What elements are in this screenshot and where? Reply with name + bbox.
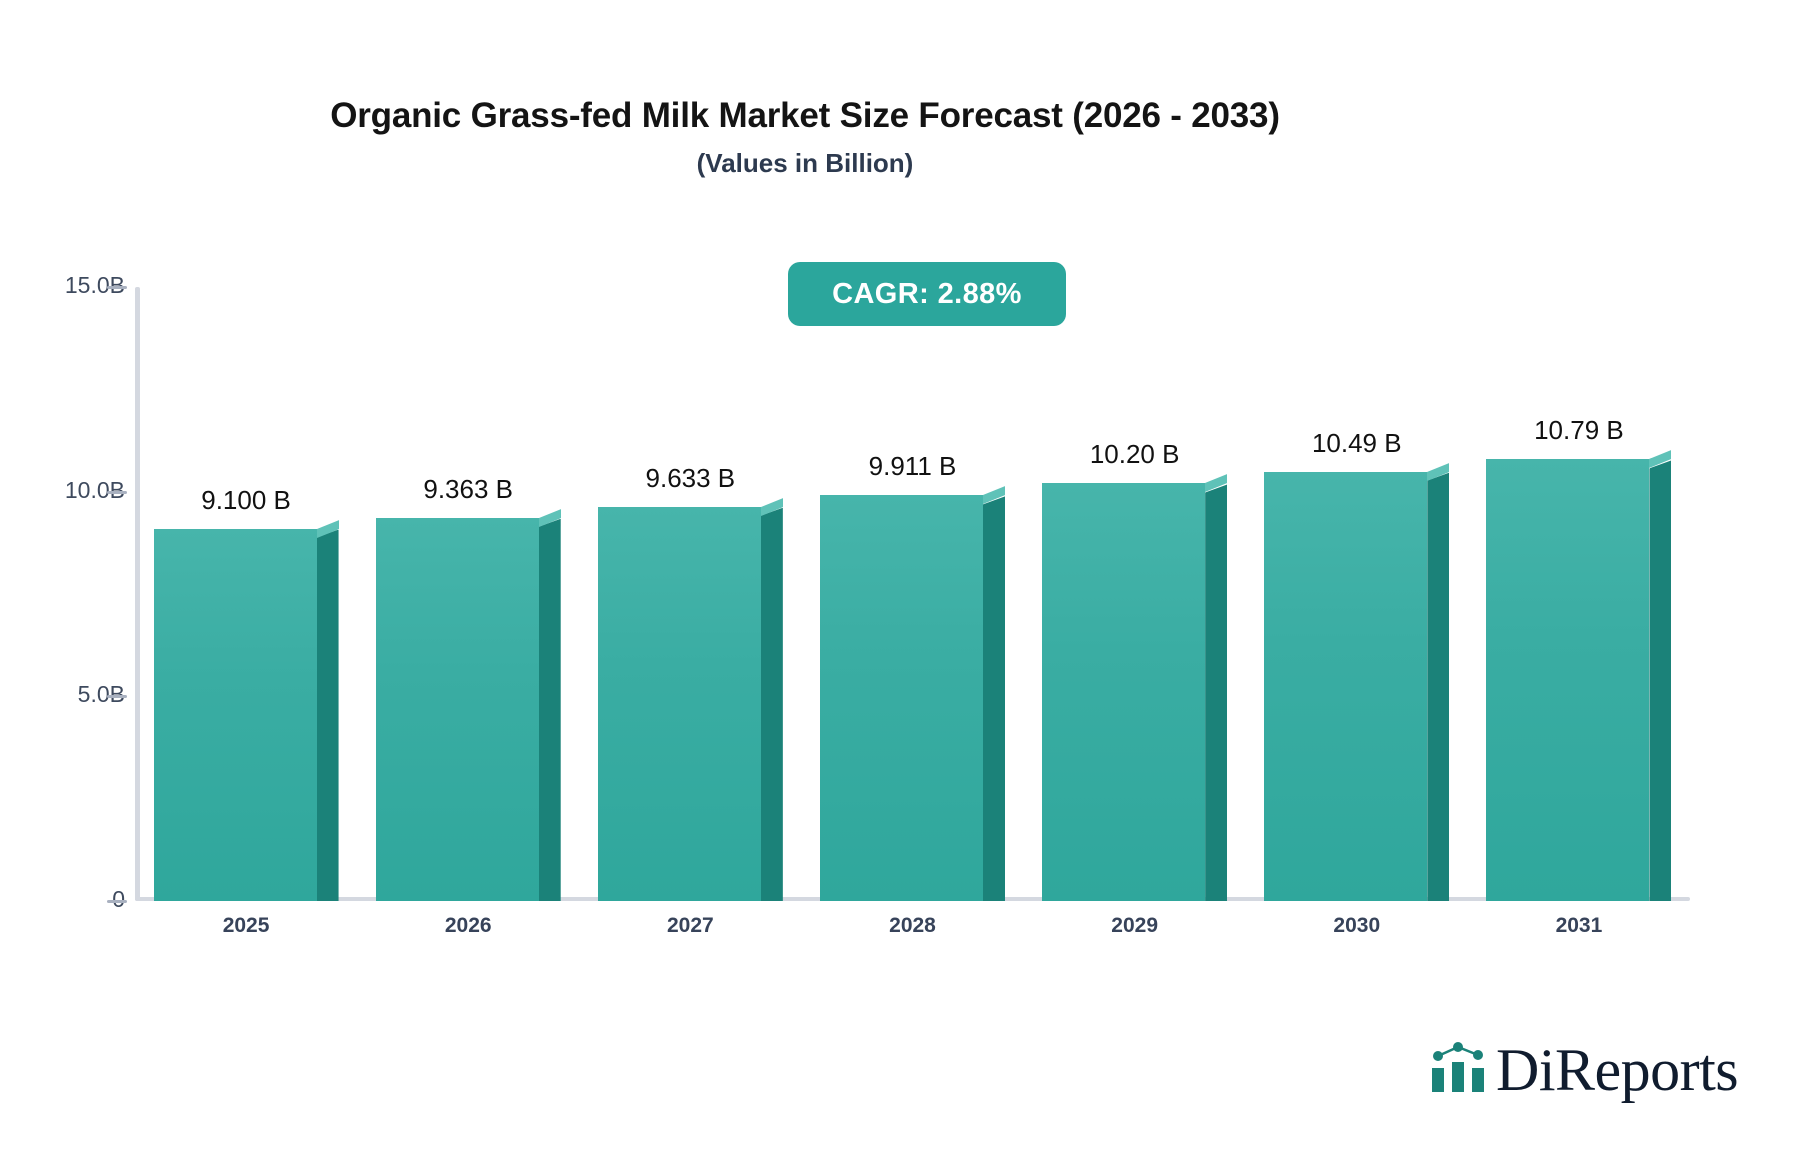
- x-axis-label-2027: 2027: [666, 914, 714, 937]
- x-axis-label-2031: 2031: [1555, 914, 1603, 937]
- cagr-badge[interactable]: CAGR: 2.88%: [788, 262, 1066, 326]
- bar-front-face: [153, 528, 317, 901]
- bar-chart-icon: [1430, 1041, 1488, 1099]
- bar-value-label: 9.100 B: [201, 484, 291, 515]
- bar-front-face: [820, 495, 983, 901]
- bar-value-label: 9.911 B: [868, 451, 957, 482]
- x-axis-label-2026: 2026: [444, 914, 492, 937]
- bar-value-label: 10.20 B: [1089, 439, 1180, 470]
- chart-subtitle: (Values in Billion): [696, 148, 914, 178]
- bar-front-face: [1486, 459, 1650, 901]
- plot-area: 9.100 B 9.363 B 9.633 B 9.911 B 10.20 B 10.49…: [135, 287, 1690, 901]
- bar-front-face: [1264, 471, 1428, 901]
- bar-side-face: [1205, 484, 1228, 901]
- y-axis-tick-label: 5.0B: [77, 681, 125, 708]
- y-axis-tick-mark: [107, 286, 127, 289]
- bar-side-face: [1427, 472, 1450, 901]
- y-axis-tick-mark: [107, 695, 127, 699]
- bar-side-face: [316, 529, 339, 901]
- direports-logo: DiReports: [1430, 1037, 1739, 1103]
- cagr-badge-label: CAGR: 2.88%: [832, 277, 1022, 310]
- bar-side-face: [1649, 460, 1672, 901]
- x-axis-label-2028: 2028: [889, 914, 936, 937]
- bar-value-label: 10.79 B: [1534, 415, 1624, 446]
- x-axis-label-2030: 2030: [1333, 914, 1381, 937]
- bar-2030[interactable]: [1264, 462, 1450, 901]
- logo-text: DiReports: [1496, 1037, 1739, 1103]
- bar-front-face: [597, 506, 761, 901]
- bar-2029[interactable]: [1042, 474, 1228, 901]
- y-axis-tick-mark: [107, 490, 127, 494]
- bar-2028[interactable]: [820, 486, 1005, 901]
- bar-value-label: 9.633 B: [645, 462, 736, 493]
- bar-front-face: [375, 517, 539, 901]
- bar-side-face: [538, 518, 561, 901]
- bar-2027[interactable]: [597, 497, 783, 901]
- x-axis-label-2025: 2025: [222, 914, 270, 937]
- y-axis-tick-label: 0: [112, 886, 125, 912]
- bar-value-label: 9.363 B: [423, 473, 514, 504]
- x-axis-label-2029: 2029: [1111, 914, 1158, 937]
- bar-value-label: 10.49 B: [1311, 427, 1402, 458]
- bar-2031[interactable]: [1486, 450, 1672, 901]
- bar-front-face: [1042, 483, 1206, 901]
- y-axis-line: [135, 287, 140, 901]
- bar-side-face: [760, 507, 783, 901]
- y-axis-tick-label: 15.0B: [64, 272, 125, 298]
- y-axis-tick-label: 10.0B: [64, 476, 125, 503]
- bar-2025[interactable]: [153, 519, 339, 901]
- bar-side-face: [983, 496, 1005, 901]
- bar-2026[interactable]: [375, 508, 561, 901]
- y-axis-tick-mark: [107, 900, 127, 903]
- chart-title: Organic Grass-fed Milk Market Size Forec…: [330, 96, 1280, 135]
